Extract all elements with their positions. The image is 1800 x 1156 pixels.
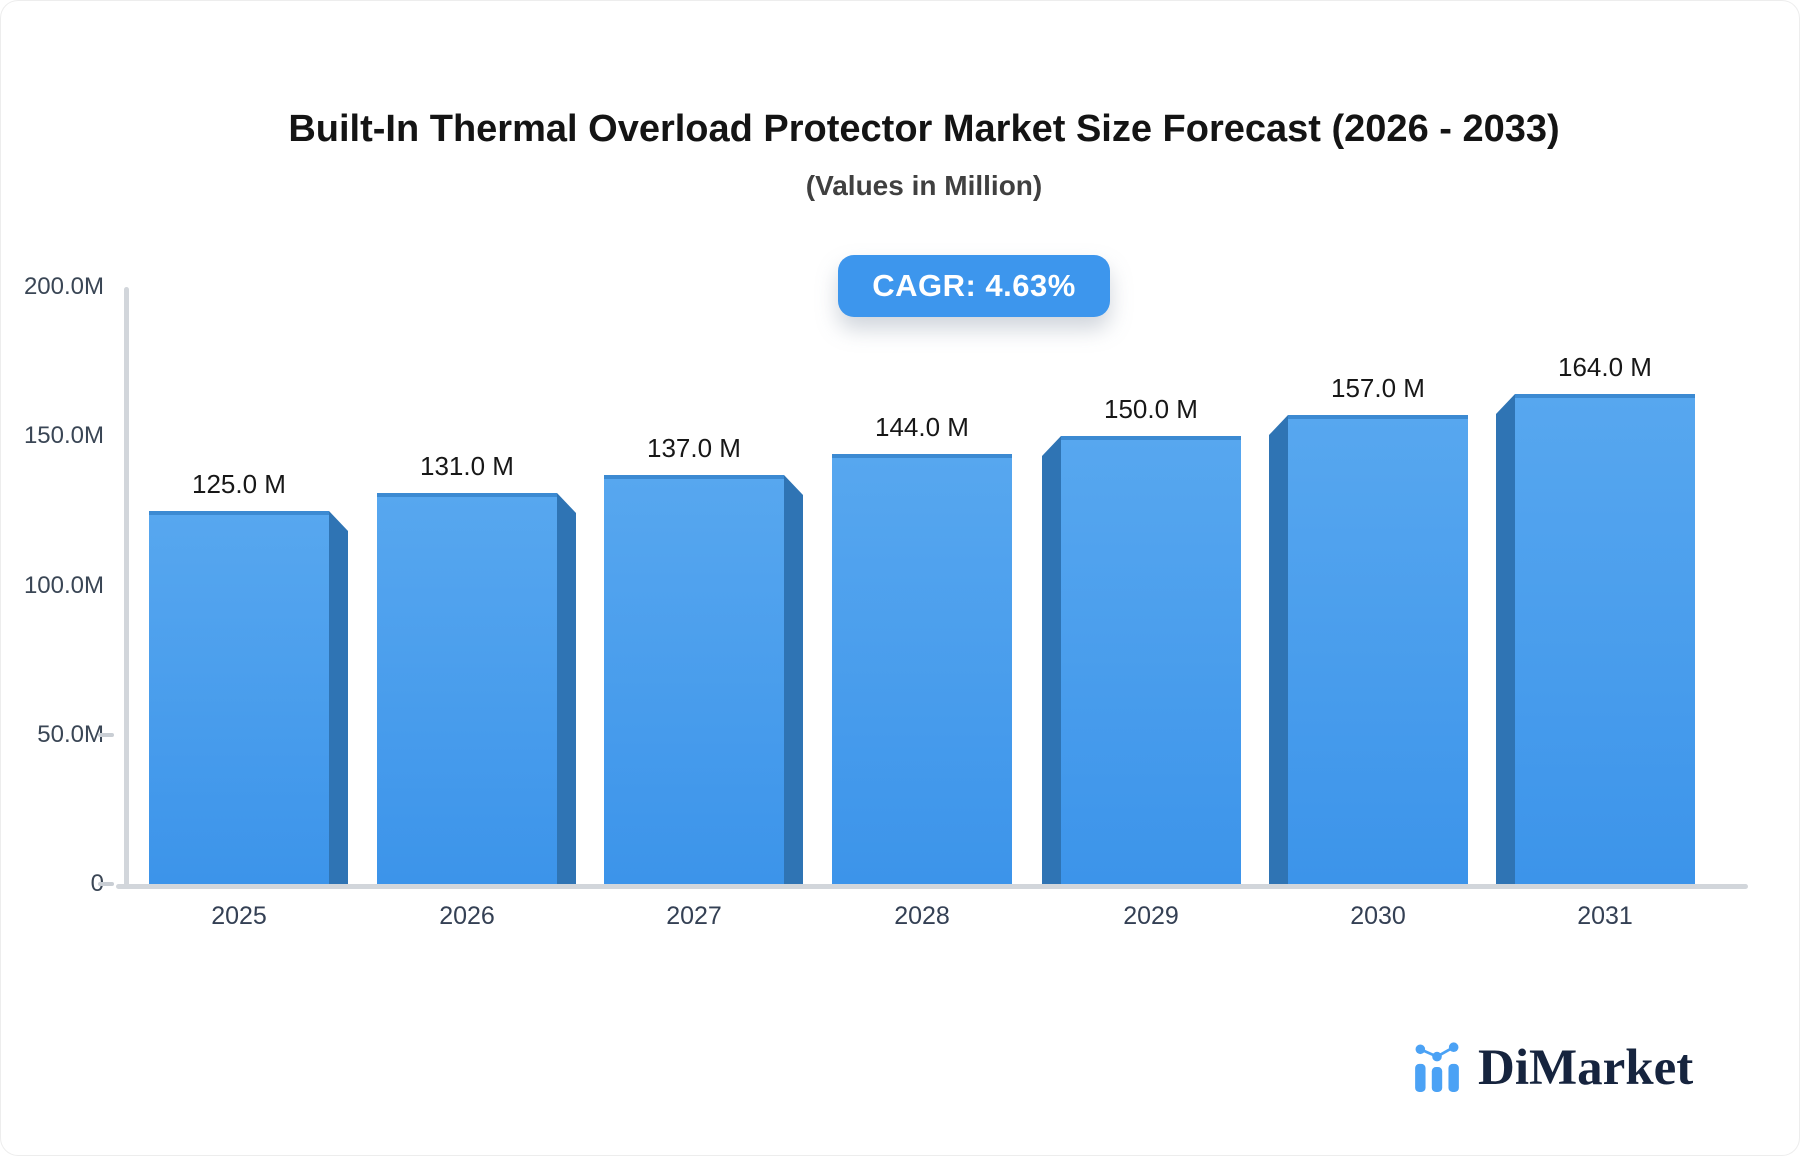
bar-2029-side (1042, 436, 1061, 884)
y-axis-label: 0 (90, 870, 104, 897)
bar-2030-side (1269, 415, 1288, 884)
y-axis-label: 200.0M (23, 273, 104, 300)
x-axis-line (116, 884, 1748, 889)
x-axis-label: 2030 (1350, 902, 1406, 930)
x-axis-label: 2031 (1577, 902, 1633, 930)
page-subtitle: (Values in Million) (805, 170, 1043, 201)
y-axis-tick-mark (98, 882, 114, 886)
bar-2029 (1061, 436, 1241, 884)
bar-value-label: 131.0 M (420, 451, 514, 481)
bar-2027 (604, 475, 784, 884)
page-title: Built-In Thermal Overload Protector Mark… (288, 108, 1560, 150)
y-axis-label: 50.0M (37, 720, 104, 748)
bar-value-label: 144.0 M (875, 412, 969, 442)
bar-value-label: 164.0 M (1558, 352, 1652, 382)
y-axis-tick-mark (98, 732, 114, 737)
x-axis-label: 2026 (439, 902, 495, 930)
bar-2027-side (784, 475, 803, 884)
brand-logo: DiMarket (1412, 1040, 1693, 1094)
bar-2025-side (329, 511, 348, 884)
x-axis-label: 2029 (1123, 902, 1179, 930)
x-axis-label: 2028 (894, 902, 950, 930)
x-axis-label: 2027 (666, 902, 722, 930)
cagr-badge-label: CAGR: 4.63% (872, 268, 1076, 303)
bar-2026-side (557, 493, 576, 884)
bar-2031 (1515, 394, 1695, 884)
bar-value-label: 125.0 M (192, 469, 286, 499)
dimarket-logo-icon (1415, 1042, 1459, 1092)
bar-2031-side (1496, 394, 1515, 884)
bar-2028 (832, 454, 1012, 884)
bar-2025 (149, 511, 329, 884)
bar-value-label: 157.0 M (1331, 373, 1425, 403)
bar-value-label: 150.0 M (1104, 394, 1198, 424)
y-axis-label: 100.0M (23, 571, 104, 599)
bar-2030 (1288, 415, 1468, 884)
bar-2026 (377, 493, 557, 884)
x-axis-label: 2025 (211, 902, 267, 930)
y-axis-label: 150.0M (23, 422, 104, 450)
bar-value-label: 137.0 M (647, 433, 741, 463)
cagr-badge: CAGR: 4.63% (838, 255, 1110, 317)
y-axis-line (124, 287, 129, 888)
brand-name: DiMarket (1478, 1040, 1694, 1096)
